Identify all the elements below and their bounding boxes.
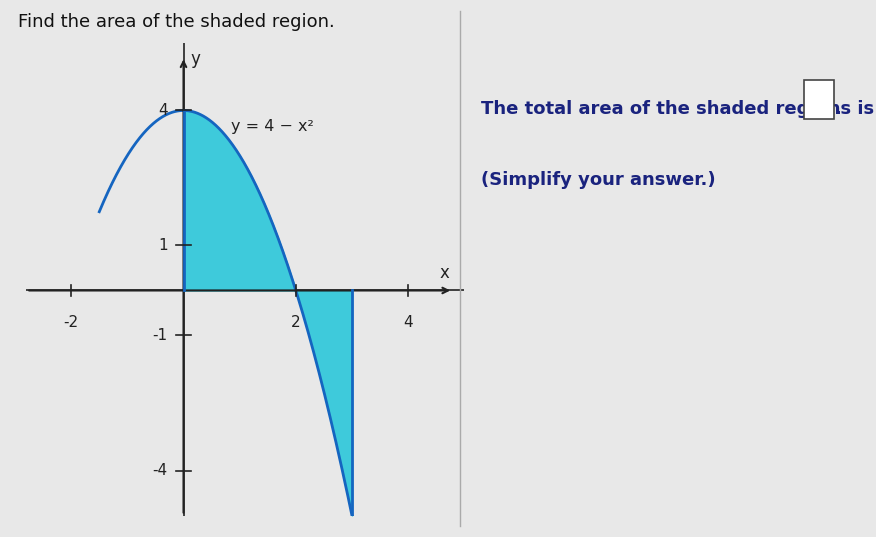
- Text: The total area of the shaded regions is: The total area of the shaded regions is: [481, 100, 874, 118]
- FancyBboxPatch shape: [804, 80, 834, 119]
- Text: 2: 2: [291, 315, 300, 330]
- Text: -4: -4: [152, 463, 168, 478]
- Text: 4: 4: [159, 103, 168, 118]
- Text: -1: -1: [152, 328, 168, 343]
- Text: y = 4 − x²: y = 4 − x²: [231, 119, 314, 134]
- Text: Find the area of the shaded region.: Find the area of the shaded region.: [18, 13, 335, 32]
- Text: y: y: [191, 50, 201, 68]
- Text: 4: 4: [403, 315, 413, 330]
- Text: (Simplify your answer.): (Simplify your answer.): [481, 171, 716, 188]
- Text: .: .: [834, 100, 841, 118]
- Text: 1: 1: [159, 238, 168, 253]
- Text: x: x: [440, 264, 449, 282]
- Text: -2: -2: [64, 315, 79, 330]
